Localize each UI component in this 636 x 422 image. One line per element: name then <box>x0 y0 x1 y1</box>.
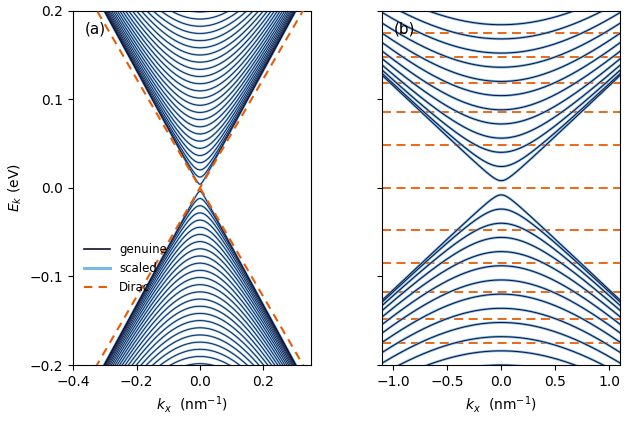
Text: (b): (b) <box>394 21 416 36</box>
Legend: genuine, scaled, Dirac: genuine, scaled, Dirac <box>79 238 172 299</box>
Text: (a): (a) <box>85 21 106 36</box>
Y-axis label: $E_k$ (eV): $E_k$ (eV) <box>7 163 24 212</box>
X-axis label: $k_x$  (nm$^{-1}$): $k_x$ (nm$^{-1}$) <box>466 394 537 415</box>
X-axis label: $k_x$  (nm$^{-1}$): $k_x$ (nm$^{-1}$) <box>156 394 228 415</box>
